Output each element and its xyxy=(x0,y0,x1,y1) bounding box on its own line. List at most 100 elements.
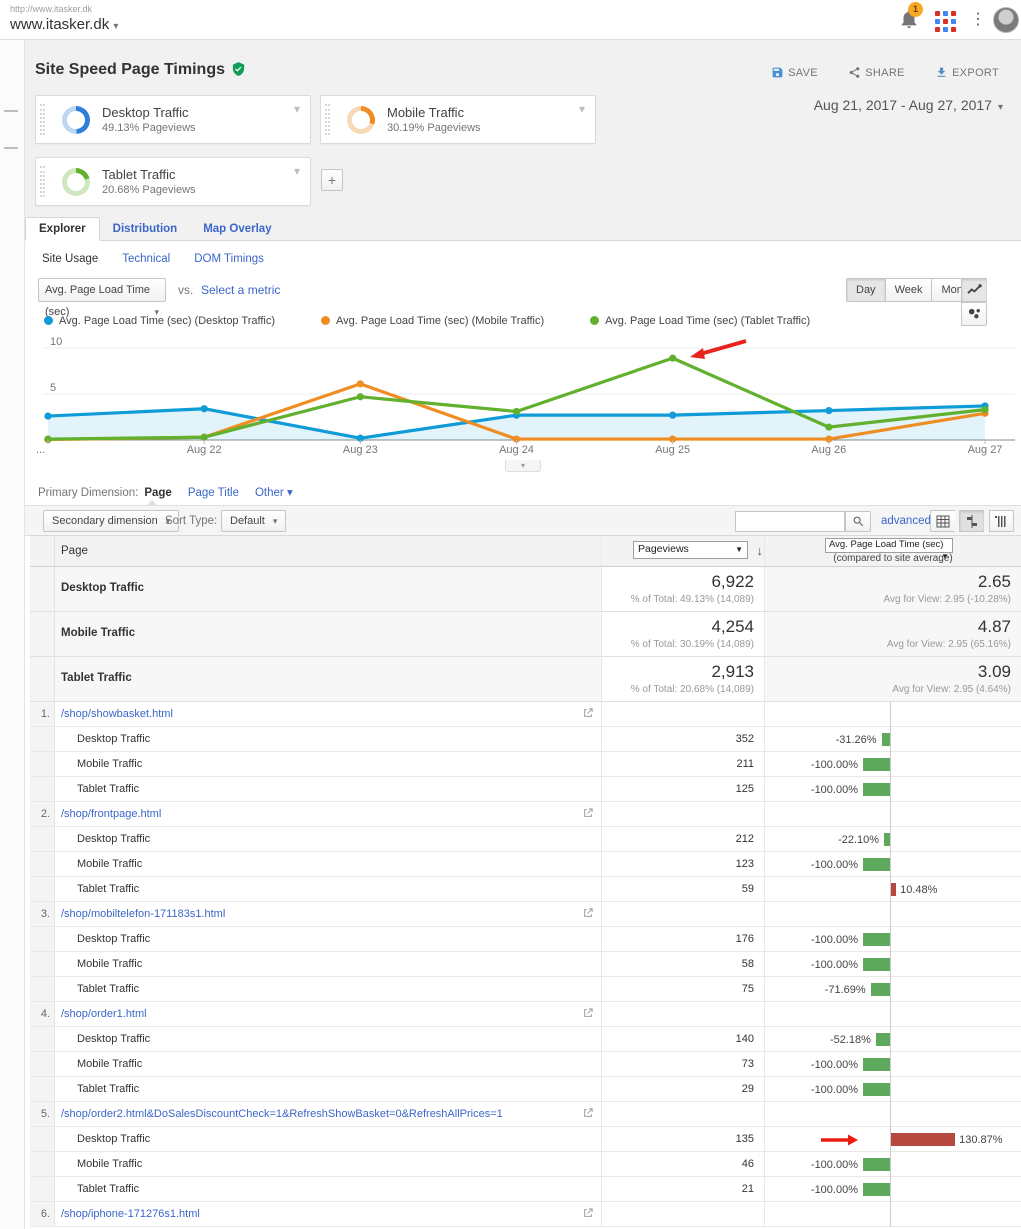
pageviews-column-dropdown[interactable]: Pageviews ▼ xyxy=(633,541,748,559)
collapsed-left-nav[interactable] xyxy=(0,40,25,1229)
export-button[interactable]: EXPORT xyxy=(935,66,999,79)
data-view-button[interactable] xyxy=(930,510,955,532)
url-row: 6. /shop/iphone-171276s1.html xyxy=(30,1202,1021,1227)
row-number: 4. xyxy=(30,1002,55,1026)
subtab-dom-timings[interactable]: DOM Timings xyxy=(194,253,264,265)
open-in-new-icon[interactable] xyxy=(583,908,593,921)
column-header-page[interactable]: Page xyxy=(55,536,602,566)
subtab-site-usage[interactable]: Site Usage xyxy=(42,253,99,265)
dimension-option-other[interactable]: Other ▾ xyxy=(254,487,293,499)
svg-text:10: 10 xyxy=(50,336,62,348)
pageviews-subtext: % of Total: 20.68% (14,089) xyxy=(630,684,754,695)
pageviews-value: 58 xyxy=(741,958,754,970)
page-url-link[interactable]: /shop/mobiltelefon-171183s1.html xyxy=(61,908,226,920)
explorer-panel: Site Usage Technical DOM Timings Avg. Page… xyxy=(25,241,1021,505)
segment-subtext: 49.13% Pageviews xyxy=(102,122,196,134)
apps-grid-icon[interactable] xyxy=(934,10,956,32)
segment-donut-mobile xyxy=(347,106,375,134)
search-button[interactable] xyxy=(845,511,871,532)
open-in-new-icon[interactable] xyxy=(583,1108,593,1121)
pivot-view-button[interactable] xyxy=(988,510,1014,532)
pageviews-value: 46 xyxy=(741,1158,754,1170)
chart-collapse-handle[interactable]: ▾ xyxy=(505,460,541,472)
metric-cell xyxy=(765,902,1021,927)
chevron-down-icon[interactable]: ▾ xyxy=(293,164,300,178)
chevron-down-icon[interactable]: ▾ xyxy=(578,102,585,116)
comparison-bar xyxy=(863,1183,890,1196)
motion-chart-button[interactable] xyxy=(961,302,987,326)
chevron-down-icon[interactable]: ▾ xyxy=(293,102,300,116)
advanced-search-link[interactable]: advanced xyxy=(881,515,931,527)
comparison-axis xyxy=(890,1202,891,1227)
url-cell: /shop/mobiltelefon-171183s1.html xyxy=(55,902,602,926)
dimension-option-page-title[interactable]: Page Title xyxy=(187,487,239,499)
pageviews-cell xyxy=(602,802,765,826)
summary-pageviews-cell: 2,913 % of Total: 20.68% (14,089) xyxy=(602,657,765,701)
add-segment-button[interactable]: + xyxy=(321,169,343,191)
segment-card-tablet[interactable]: Tablet Traffic 20.68% Pageviews ▾ xyxy=(35,157,311,206)
tab-distribution[interactable]: Distribution xyxy=(112,223,178,235)
pageviews-value: 21 xyxy=(741,1183,754,1195)
open-in-new-icon[interactable] xyxy=(583,808,593,821)
metric-column-dropdown[interactable]: Avg. Page Load Time (sec) ▼ xyxy=(825,538,953,561)
select-metric-link[interactable]: Select a metric xyxy=(201,283,281,297)
drag-handle[interactable] xyxy=(40,166,45,197)
comparison-bar xyxy=(863,1158,890,1171)
sort-type-label: Sort Type: xyxy=(165,515,218,527)
search-input[interactable] xyxy=(735,511,845,532)
svg-text:Aug 27: Aug 27 xyxy=(968,444,1003,456)
comparison-axis xyxy=(890,752,891,777)
open-in-new-icon[interactable] xyxy=(583,708,593,721)
sort-type-dropdown[interactable]: Default ▾ xyxy=(221,510,287,532)
open-in-new-icon[interactable] xyxy=(583,1208,593,1221)
page-url-link[interactable]: /shop/order2.html&DoSalesDiscountCheck=1… xyxy=(61,1108,503,1120)
page-url-link[interactable]: /shop/order1.html xyxy=(61,1008,147,1020)
notification-badge[interactable]: 1 xyxy=(908,2,923,17)
save-button[interactable]: SAVE xyxy=(771,66,818,79)
drag-handle[interactable] xyxy=(325,104,330,135)
num-cell xyxy=(30,612,55,656)
drag-handle[interactable] xyxy=(40,104,45,135)
chevron-down-icon: ▾ xyxy=(997,102,1003,113)
property-selector[interactable]: www.itasker.dk ▾ xyxy=(10,16,119,33)
tab-map-overlay[interactable]: Map Overlay xyxy=(203,223,272,235)
segment-card-desktop[interactable]: Desktop Traffic 49.13% Pageviews ▾ xyxy=(35,95,311,144)
metric-dropdown[interactable]: Avg. Page Load Time (sec) ▾ xyxy=(38,278,166,318)
page-url-link[interactable]: /shop/iphone-171276s1.html xyxy=(61,1208,200,1220)
granularity-week[interactable]: Week xyxy=(884,278,932,302)
granularity-day[interactable]: Day xyxy=(846,278,885,302)
sort-descending-icon[interactable]: ↓ xyxy=(756,543,764,558)
comparison-view-button[interactable] xyxy=(959,510,985,532)
pageviews-cell: 212 xyxy=(602,827,765,851)
comparison-percent: -100.00% xyxy=(810,1084,858,1096)
page-url-link[interactable]: /shop/showbasket.html xyxy=(61,708,173,720)
pageviews-value: 75 xyxy=(741,983,754,995)
url-row: 1. /shop/showbasket.html xyxy=(30,702,1021,727)
segment-card-mobile[interactable]: Mobile Traffic 30.19% Pageviews ▾ xyxy=(320,95,596,144)
user-avatar[interactable] xyxy=(993,7,1019,33)
row-number: 2. xyxy=(30,802,55,826)
dropdown-arrow-icon: ▼ xyxy=(735,545,743,554)
segment-cell: Mobile Traffic xyxy=(55,752,602,776)
comparison-axis xyxy=(890,877,891,902)
tab-explorer[interactable]: Explorer xyxy=(25,217,100,241)
segment-cell: Desktop Traffic xyxy=(55,1127,602,1151)
chevron-down-icon: ▾ xyxy=(165,516,171,526)
comparison-cell: -100.00% xyxy=(765,1152,1021,1177)
comparison-axis xyxy=(890,1002,891,1027)
dimension-option-page[interactable]: Page xyxy=(144,487,172,499)
more-options-kebab-icon[interactable]: ⋮ xyxy=(970,11,986,28)
line-chart-button[interactable] xyxy=(961,278,987,302)
segment-row: Tablet Traffic 75 -71.69% xyxy=(30,977,1021,1002)
num-cell xyxy=(30,1077,55,1101)
date-range-selector[interactable]: Aug 21, 2017 - Aug 27, 2017 ▾ xyxy=(813,97,1003,113)
url-cell: /shop/iphone-171276s1.html xyxy=(55,1202,602,1226)
chevron-down-icon: ▾ xyxy=(154,307,159,317)
pageviews-cell xyxy=(602,1102,765,1126)
page-url-link[interactable]: /shop/frontpage.html xyxy=(61,808,162,820)
subtab-technical[interactable]: Technical xyxy=(122,253,171,265)
share-button[interactable]: SHARE xyxy=(848,66,904,79)
secondary-dimension-dropdown[interactable]: Secondary dimension ▾ xyxy=(43,510,180,532)
timeseries-chart[interactable]: 5 10... Aug 22 Aug 23 Aug 24 Aug 25 Aug 26 Aug … xyxy=(30,335,1021,467)
open-in-new-icon[interactable] xyxy=(583,1008,593,1021)
